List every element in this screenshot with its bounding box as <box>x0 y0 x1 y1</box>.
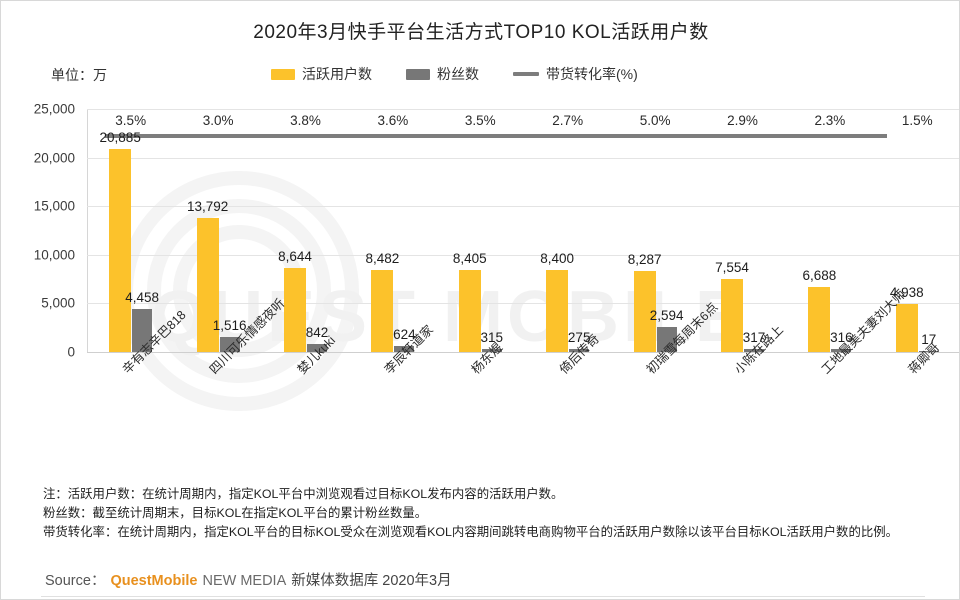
footnote-line-2: 粉丝数：截至统计周期末，目标KOL在指定KOL平台的累计粉丝数量。 <box>43 506 428 520</box>
y-axis-tick-label: 25,000 <box>33 101 75 117</box>
conversion-rate-trendline <box>105 134 887 138</box>
bar-active-users[interactable] <box>633 271 656 352</box>
footnote-line-3: 带货转化率：在统计周期内，指定KOL平台的目标KOL受众在浏览观看KOL内容期间… <box>43 525 899 539</box>
bar-followers[interactable] <box>394 345 415 352</box>
conversion-rate-label: 3.6% <box>377 113 409 128</box>
gridline <box>87 206 959 208</box>
bar-followers[interactable] <box>481 348 502 352</box>
bottom-divider <box>41 596 925 597</box>
bar-value-label-followers: 4,458 <box>125 289 160 305</box>
conversion-rate-label: 2.3% <box>814 113 846 128</box>
bar-value-label-followers: 316 <box>830 329 853 345</box>
legend-label-active-users: 活跃用户数 <box>302 66 372 82</box>
legend-item-conversion-rate[interactable]: 带货转化率(%) <box>513 64 638 84</box>
bar-value-label-followers: 315 <box>480 329 504 345</box>
y-axis-line <box>87 109 88 352</box>
chart-legend: 活跃用户数 粉丝数 带货转化率(%) <box>271 64 638 84</box>
unit-label: 单位：万 <box>51 67 107 83</box>
conversion-rate-label: 2.9% <box>727 113 758 128</box>
bar-value-label-active-users: 20,885 <box>99 129 141 145</box>
bar-followers[interactable] <box>569 349 590 352</box>
source-rest: 新媒体数据库 2020年3月 <box>291 573 452 589</box>
x-axis-baseline <box>87 352 959 353</box>
bar-value-label-active-users: 8,644 <box>278 248 312 264</box>
legend-label-followers: 粉丝数 <box>437 66 479 82</box>
bar-active-users[interactable] <box>895 304 918 352</box>
legend-item-active-users[interactable]: 活跃用户数 <box>271 64 372 84</box>
conversion-rate-label: 2.7% <box>552 113 584 128</box>
legend-swatch-followers-icon <box>406 68 430 80</box>
footnote-line-1: 注：活跃用户数：在统计周期内，指定KOL平台中浏览观看过目标KOL发布内容的活跃… <box>43 487 564 501</box>
source-brand-sub: NEW MEDIA <box>202 573 287 589</box>
bar-value-label-active-users: 8,400 <box>540 251 575 267</box>
legend-swatch-active-users-icon <box>271 68 295 80</box>
bar-followers[interactable] <box>831 348 852 352</box>
bar-followers[interactable] <box>656 326 677 352</box>
y-axis-tick-label: 5,000 <box>41 295 75 311</box>
source-prefix: Source： <box>45 573 106 589</box>
conversion-rate-label: 3.8% <box>290 113 321 128</box>
bar-value-label-followers: 1,516 <box>212 318 247 334</box>
bar-value-label-followers: 317 <box>742 329 766 345</box>
bar-value-label-active-users: 6,688 <box>802 267 837 283</box>
y-axis-tick-label: 10,000 <box>33 247 75 263</box>
bar-value-label-active-users: 7,554 <box>715 259 749 275</box>
bar-active-users[interactable] <box>109 148 132 352</box>
legend-item-followers[interactable]: 粉丝数 <box>406 64 479 84</box>
footnotes: 注：活跃用户数：在统计周期内，指定KOL平台中浏览观看过目标KOL发布内容的活跃… <box>43 485 933 542</box>
bar-value-label-active-users: 8,287 <box>627 252 662 268</box>
bar-active-users[interactable] <box>458 270 481 352</box>
source-brand: QuestMobile <box>110 573 198 589</box>
legend-swatch-conversion-line-icon <box>513 72 539 76</box>
bar-value-label-active-users: 8,482 <box>365 250 400 266</box>
legend-label-conversion-rate: 带货转化率(%) <box>546 66 638 82</box>
y-axis-tick-label: 20,000 <box>33 150 75 166</box>
conversion-rate-label: 3.5% <box>115 113 147 128</box>
bar-followers[interactable] <box>744 348 764 352</box>
bar-value-label-active-users: 8,405 <box>452 251 487 267</box>
conversion-rate-label: 1.5% <box>901 113 933 128</box>
gridline <box>87 303 959 305</box>
y-axis-tick-label: 0 <box>67 344 75 360</box>
bar-active-users[interactable] <box>721 278 743 352</box>
gridline <box>87 157 959 159</box>
bar-value-label-followers: 624 <box>393 326 416 342</box>
bar-followers[interactable] <box>918 350 939 352</box>
conversion-rate-label: 3.5% <box>464 113 496 128</box>
conversion-rate-label: 3.0% <box>202 113 234 128</box>
y-axis-tick-label: 15,000 <box>33 198 75 214</box>
source-line: Source： QuestMobile NEW MEDIA 新媒体数据库 202… <box>45 569 452 590</box>
bar-value-label-active-users: 13,792 <box>186 198 229 214</box>
bar-active-users[interactable] <box>371 269 394 352</box>
bar-value-label-active-users: 4,938 <box>889 285 924 300</box>
bar-active-users[interactable] <box>808 286 831 352</box>
page-title: 2020年3月快手平台生活方式TOP10 KOL活跃用户数 <box>253 22 709 43</box>
gridline <box>87 254 959 256</box>
bar-active-users[interactable] <box>546 270 569 352</box>
bar-value-label-followers: 2,594 <box>649 307 684 323</box>
bar-value-label-followers: 275 <box>567 330 591 346</box>
conversion-rate-label: 5.0% <box>639 113 671 128</box>
gridline <box>87 109 959 110</box>
bar-active-users[interactable] <box>196 217 219 352</box>
bar-value-label-followers: 17 <box>921 331 937 347</box>
